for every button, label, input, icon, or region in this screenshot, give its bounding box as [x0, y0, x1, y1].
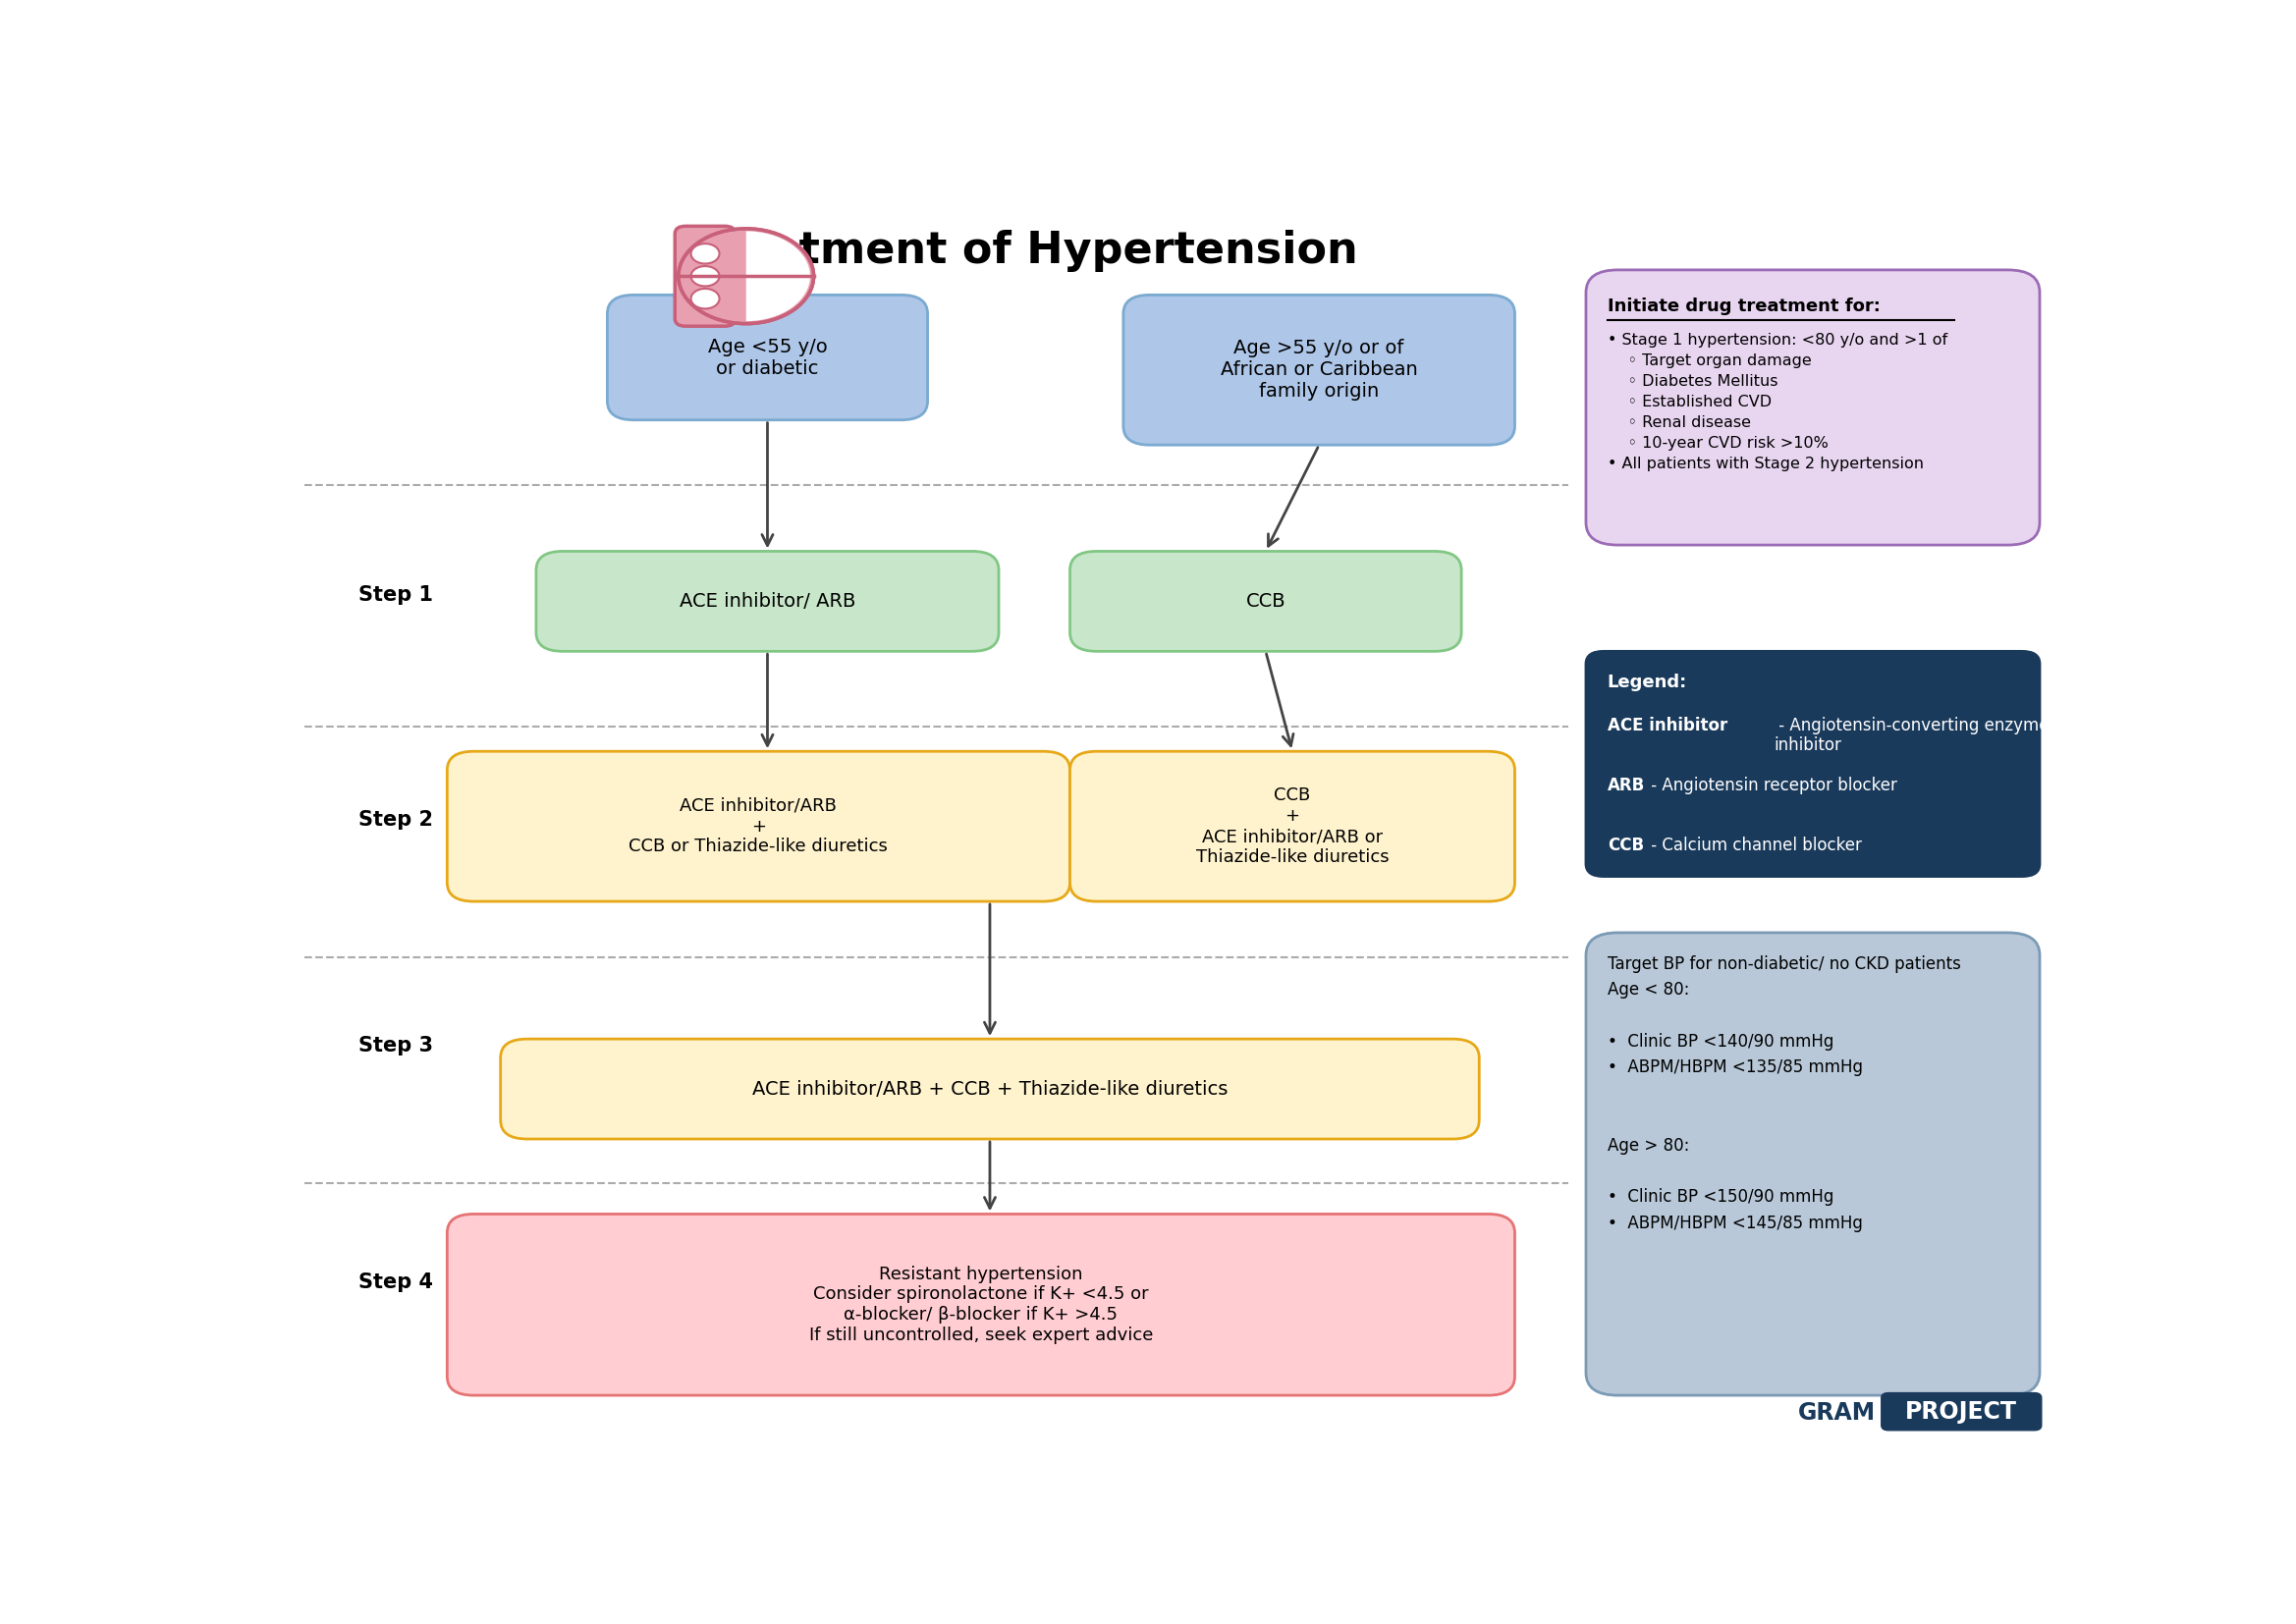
- FancyBboxPatch shape: [448, 752, 1070, 901]
- Text: ACE inhibitor/ARB + CCB + Thiazide-like diuretics: ACE inhibitor/ARB + CCB + Thiazide-like …: [753, 1080, 1228, 1098]
- Text: GRAM: GRAM: [1798, 1402, 1876, 1424]
- Text: Legend:: Legend:: [1607, 674, 1688, 692]
- Text: • Stage 1 hypertension: <80 y/o and >1 of
    ◦ Target organ damage
    ◦ Diabet: • Stage 1 hypertension: <80 y/o and >1 o…: [1607, 333, 1947, 471]
- Text: PROJECT: PROJECT: [1906, 1400, 2018, 1423]
- Text: Age >55 y/o or of
African or Caribbean
family origin: Age >55 y/o or of African or Caribbean f…: [1221, 339, 1417, 401]
- Text: - Angiotensin receptor blocker: - Angiotensin receptor blocker: [1646, 776, 1896, 794]
- FancyBboxPatch shape: [675, 226, 735, 326]
- Circle shape: [691, 266, 719, 286]
- FancyBboxPatch shape: [1070, 752, 1515, 901]
- Text: Step 4: Step 4: [358, 1273, 434, 1293]
- Circle shape: [691, 289, 719, 309]
- FancyBboxPatch shape: [1070, 551, 1463, 651]
- FancyBboxPatch shape: [606, 296, 928, 421]
- Circle shape: [691, 244, 719, 263]
- Text: Initiate drug treatment for:: Initiate drug treatment for:: [1607, 297, 1880, 315]
- Wedge shape: [746, 231, 810, 322]
- Circle shape: [680, 229, 813, 323]
- Text: ARB: ARB: [1607, 776, 1644, 794]
- FancyBboxPatch shape: [501, 1039, 1479, 1138]
- FancyBboxPatch shape: [1123, 296, 1515, 445]
- Text: ACE inhibitor: ACE inhibitor: [1607, 716, 1727, 734]
- Text: - Angiotensin-converting enzyme
inhibitor: - Angiotensin-converting enzyme inhibito…: [1775, 716, 2050, 755]
- FancyBboxPatch shape: [1587, 932, 2039, 1395]
- FancyBboxPatch shape: [1587, 270, 2039, 546]
- Text: Age <55 y/o
or diabetic: Age <55 y/o or diabetic: [707, 338, 827, 377]
- Text: Step 3: Step 3: [358, 1036, 434, 1056]
- Text: Treatment of Hypertension: Treatment of Hypertension: [693, 231, 1357, 273]
- Text: Step 1: Step 1: [358, 585, 434, 604]
- FancyBboxPatch shape: [448, 1215, 1515, 1395]
- FancyBboxPatch shape: [1587, 651, 2039, 877]
- FancyBboxPatch shape: [1880, 1393, 2041, 1431]
- Text: CCB: CCB: [1607, 836, 1644, 854]
- Text: Target BP for non-diabetic/ no CKD patients
Age < 80:

•  Clinic BP <140/90 mmHg: Target BP for non-diabetic/ no CKD patie…: [1607, 955, 1961, 1233]
- Text: - Calcium channel blocker: - Calcium channel blocker: [1646, 836, 1862, 854]
- Text: ACE inhibitor/ARB
+
CCB or Thiazide-like diuretics: ACE inhibitor/ARB + CCB or Thiazide-like…: [629, 797, 889, 856]
- Text: Resistant hypertension
Consider spironolactone if K+ <4.5 or
α-blocker/ β-blocke: Resistant hypertension Consider spironol…: [808, 1265, 1153, 1345]
- Text: Step 2: Step 2: [358, 810, 434, 830]
- Text: CCB: CCB: [1247, 593, 1286, 611]
- Text: ACE inhibitor/ ARB: ACE inhibitor/ ARB: [680, 593, 856, 611]
- FancyBboxPatch shape: [535, 551, 999, 651]
- Text: CCB
+
ACE inhibitor/ARB or
Thiazide-like diuretics: CCB + ACE inhibitor/ARB or Thiazide-like…: [1196, 788, 1389, 866]
